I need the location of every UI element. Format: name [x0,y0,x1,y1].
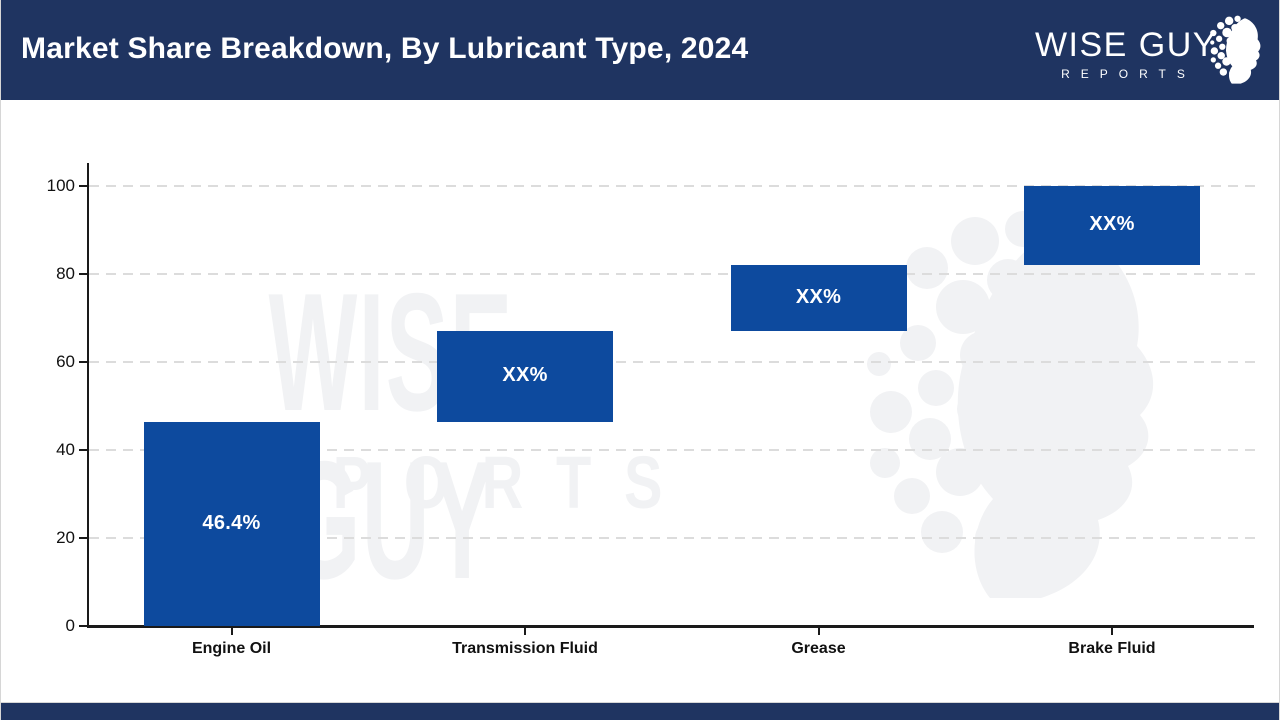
y-axis-tick [79,184,87,187]
x-axis-tick [1111,628,1113,635]
footer-divider [1,702,1279,703]
y-axis-tick [79,625,87,627]
y-axis-tick-label: 60 [56,351,75,371]
wise-guy-reports-logo: WISE GUY REPORTS [1035,14,1265,90]
page-title: Market Share Breakdown, By Lubricant Typ… [21,31,749,65]
x-axis-category-label: Engine Oil [191,640,272,657]
bar: XX% [437,330,613,422]
gridline [89,272,1259,275]
bar: XX% [1024,185,1200,265]
x-axis-category-label: Transmission Fluid [452,640,598,657]
logo-head-dots-icon [1210,15,1261,84]
y-axis-line [87,163,89,626]
bar-value-label: XX% [502,364,548,387]
gridline [89,184,1259,187]
y-axis-tick-label: 0 [65,616,75,635]
bar: XX% [730,264,907,331]
x-axis-category-label: Brake Fluid [1068,640,1156,657]
logo-wordmark: WISE GUY [1034,26,1217,64]
x-axis-tick [230,628,233,635]
logo-subtitle: REPORTS [1061,67,1196,81]
y-axis-tick-label: 100 [46,175,75,195]
bar: 46.4% [143,421,320,626]
footer-band [1,703,1279,720]
gridline [89,448,1259,451]
x-axis-category-label: Grease [791,640,846,657]
logo-text: WISE GUY REPORTS [1035,28,1217,81]
gridline [89,536,1259,539]
chart-plot-area: 0 20 40 60 80 100 46.4% XX% XX% XX% Engine Oil Tran… [1,100,1279,703]
header-band: Market Share Breakdown, By Lubricant Typ… [1,0,1279,100]
bar-value-label: XX% [1089,213,1135,236]
x-axis-tick [524,628,526,635]
y-axis-tick [79,448,87,451]
y-axis-tick [79,272,87,275]
y-axis-tick-label: 80 [56,263,75,283]
y-axis-tick-label: 20 [56,527,75,547]
x-axis-line [87,625,1254,628]
y-axis-tick [79,536,87,539]
y-axis-tick [79,360,87,363]
bar-value-label: XX% [795,285,842,308]
gridline [89,360,1259,363]
x-axis-tick [817,628,820,635]
bar-value-label: 46.4% [202,511,261,534]
y-axis-tick-label: 40 [56,439,75,459]
